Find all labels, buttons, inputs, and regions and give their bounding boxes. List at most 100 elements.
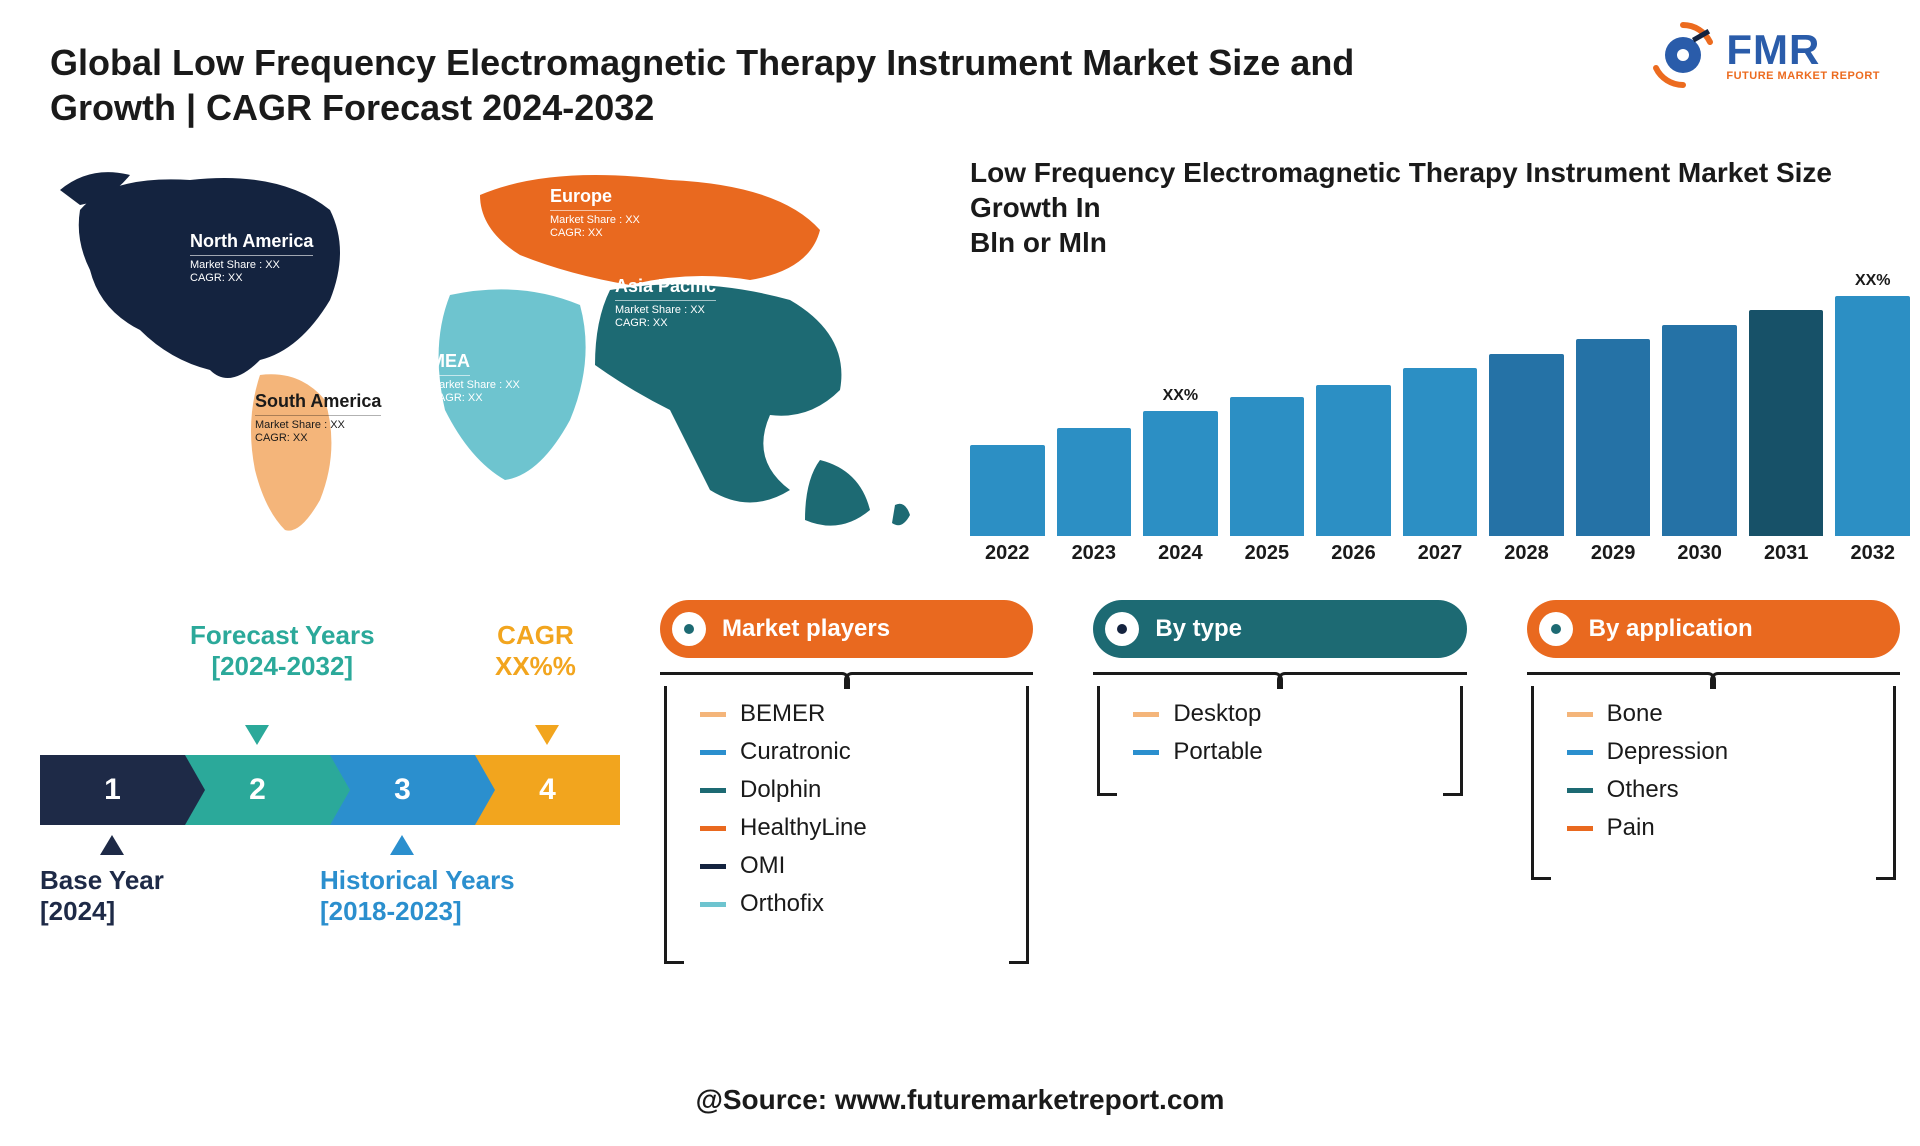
pill-dot-icon: [684, 624, 694, 634]
item-text: BEMER: [740, 700, 825, 728]
growth-bar-chart: Low Frequency Electromagnetic Therapy In…: [970, 155, 1910, 555]
x-label-2022: 2022: [970, 542, 1045, 565]
tl-seg-1: 1: [40, 755, 185, 825]
dash-icon: [1567, 826, 1593, 831]
bar-2023: [1057, 428, 1132, 536]
x-label-2026: 2026: [1316, 542, 1391, 565]
tl-base-t2: [2024]: [40, 896, 164, 927]
region-nz: [892, 504, 910, 525]
category-pill: Market players: [660, 600, 1033, 658]
x-label-2032: 2032: [1835, 542, 1910, 565]
list-item: Dolphin: [700, 776, 1023, 804]
tl-arrow-forecast: [245, 725, 269, 745]
tl-seg-3: 3: [330, 755, 475, 825]
list-item: Others: [1567, 776, 1890, 804]
dash-icon: [700, 826, 726, 831]
bar-2022: [970, 445, 1045, 536]
tl-arrow-base: [100, 835, 124, 855]
category-pill: By type: [1093, 600, 1466, 658]
list-item: OMI: [700, 852, 1023, 880]
timeline: Forecast Years [2024-2032] CAGR XX%% 123…: [40, 620, 620, 940]
tl-seg-2: 2: [185, 755, 330, 825]
tl-arrow-hist: [390, 835, 414, 855]
bar-2029: [1576, 339, 1651, 536]
list-item: BEMER: [700, 700, 1023, 728]
item-text: Others: [1607, 776, 1679, 804]
item-text: Desktop: [1173, 700, 1261, 728]
tl-base-t1: Base Year: [40, 865, 164, 896]
x-label-2031: 2031: [1749, 542, 1824, 565]
bar-2026: [1316, 385, 1391, 536]
logo-text-sub: FUTURE MARKET REPORT: [1726, 71, 1880, 82]
dash-icon: [1567, 712, 1593, 717]
item-list: BEMER Curatronic Dolphin HealthyLine OMI…: [700, 700, 1023, 928]
tl-seg-4: 4: [475, 755, 620, 825]
pill-dot-icon: [1551, 624, 1561, 634]
pill-label: By type: [1155, 615, 1242, 643]
list-item: Orthofix: [700, 890, 1023, 918]
x-label-2023: 2023: [1057, 542, 1132, 565]
x-label-2028: 2028: [1489, 542, 1564, 565]
pill-label: By application: [1589, 615, 1753, 643]
item-text: Orthofix: [740, 890, 824, 918]
category-2: By application Bone Depression Others Pa…: [1527, 600, 1900, 658]
region-label-eu: EuropeMarket Share : XXCAGR: XX: [550, 185, 640, 241]
x-label-2027: 2027: [1403, 542, 1478, 565]
item-list: Bone Depression Others Pain: [1567, 700, 1890, 852]
chart-x-labels: 2022 2023 2024 2025 2026 2027 2028 2029 2030 2031…: [970, 542, 1910, 565]
tl-hist-t1: Historical Years: [320, 865, 515, 896]
list-item: Portable: [1133, 738, 1456, 766]
list-item: Curatronic: [700, 738, 1023, 766]
pill-label: Market players: [722, 615, 890, 643]
x-label-2024: 2024: [1143, 542, 1218, 565]
category-0: Market players BEMER Curatronic Dolphin …: [660, 600, 1033, 658]
item-text: Curatronic: [740, 738, 851, 766]
region-label-na: North AmericaMarket Share : XXCAGR: XX: [190, 230, 313, 286]
pill-dot-icon: [1117, 624, 1127, 634]
list-item: Depression: [1567, 738, 1890, 766]
tl-base-label: Base Year [2024]: [40, 865, 164, 927]
region-label-ap: Asia PacificMarket Share : XXCAGR: XX: [615, 275, 716, 331]
bar-2027: [1403, 368, 1478, 536]
item-text: OMI: [740, 852, 785, 880]
dash-icon: [700, 750, 726, 755]
list-item: HealthyLine: [700, 814, 1023, 842]
bar-2032: XX%: [1835, 296, 1910, 536]
tl-hist-t2: [2018-2023]: [320, 896, 515, 927]
tl-cagr-t1: CAGR: [495, 620, 576, 651]
logo-text-main: FMR: [1726, 29, 1880, 71]
dash-icon: [1567, 788, 1593, 793]
item-text: Pain: [1607, 814, 1655, 842]
region-label-sa: South AmericaMarket Share : XXCAGR: XX: [255, 390, 381, 446]
bar-2024: XX%: [1143, 411, 1218, 536]
source-text: @Source: www.futuremarketreport.com: [0, 1084, 1920, 1116]
page-title: Global Low Frequency Electromagnetic The…: [50, 40, 1450, 130]
x-label-2030: 2030: [1662, 542, 1737, 565]
dash-icon: [1133, 750, 1159, 755]
tl-bar: 1234: [40, 755, 620, 825]
dash-icon: [700, 788, 726, 793]
item-list: Desktop Portable: [1133, 700, 1456, 776]
tl-forecast-t1: Forecast Years: [190, 620, 375, 651]
fmr-logo: FMR FUTURE MARKET REPORT: [1648, 20, 1880, 90]
chart-bars: XX% XX%: [970, 266, 1910, 536]
category-pill: By application: [1527, 600, 1900, 658]
chart-title: Low Frequency Electromagnetic Therapy In…: [970, 155, 1910, 260]
tl-forecast-label: Forecast Years [2024-2032]: [190, 620, 375, 682]
dash-icon: [700, 712, 726, 717]
item-text: Bone: [1607, 700, 1663, 728]
x-label-2029: 2029: [1576, 542, 1651, 565]
item-text: HealthyLine: [740, 814, 867, 842]
tl-arrow-cagr: [535, 725, 559, 745]
tl-forecast-t2: [2024-2032]: [190, 651, 375, 682]
dash-icon: [700, 902, 726, 907]
world-map: North AmericaMarket Share : XXCAGR: XX So…: [50, 160, 930, 540]
list-item: Desktop: [1133, 700, 1456, 728]
tl-cagr-t2: XX%%: [495, 651, 576, 682]
tl-cagr-label: CAGR XX%%: [495, 620, 576, 682]
x-label-2025: 2025: [1230, 542, 1305, 565]
bar-2031: [1749, 310, 1824, 536]
item-text: Depression: [1607, 738, 1728, 766]
bar-2025: [1230, 397, 1305, 536]
category-1: By type Desktop Portable: [1093, 600, 1466, 658]
